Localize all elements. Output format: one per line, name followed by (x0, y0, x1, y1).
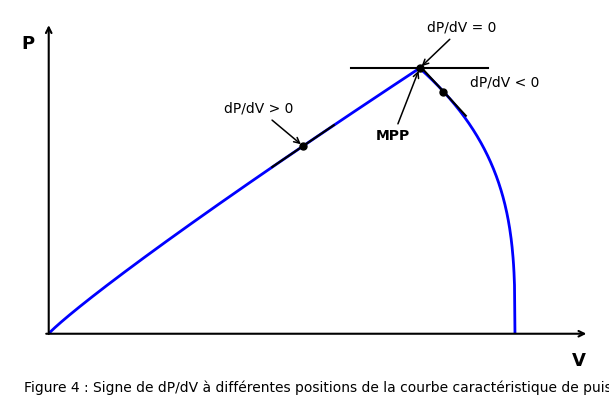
Text: MPP: MPP (376, 72, 418, 143)
Text: dP/dV = 0: dP/dV = 0 (423, 21, 497, 65)
Text: Figure 4 : Signe de dP/dV à différentes positions de la courbe caractéristique d: Figure 4 : Signe de dP/dV à différentes … (24, 380, 609, 395)
Text: V: V (572, 352, 585, 370)
Text: dP/dV > 0: dP/dV > 0 (224, 101, 300, 143)
Text: dP/dV < 0: dP/dV < 0 (470, 75, 540, 90)
Text: P: P (21, 35, 34, 53)
